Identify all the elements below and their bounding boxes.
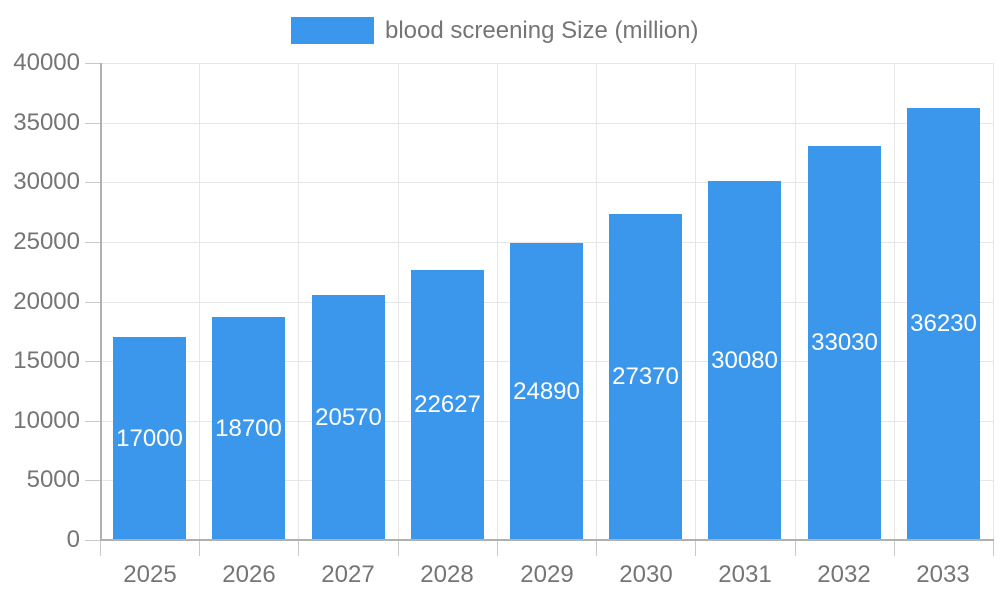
y-axis-label: 10000 (13, 407, 80, 434)
y-axis-label: 35000 (13, 109, 80, 136)
x-axis-label: 2032 (817, 561, 871, 588)
x-axis-label: 2033 (916, 561, 970, 588)
y-axis-label: 30000 (13, 168, 80, 195)
gridline-vertical (993, 63, 994, 540)
y-axis-tick (85, 63, 100, 64)
y-axis-tick (85, 540, 100, 541)
y-axis-line (100, 63, 102, 541)
x-axis-tick (398, 540, 399, 556)
bar-value-label: 18700 (215, 414, 282, 442)
y-axis-label: 15000 (13, 347, 80, 374)
bar: 20570 (312, 295, 385, 540)
y-axis-tick (85, 182, 100, 183)
bar-value-label: 27370 (612, 363, 679, 390)
x-axis-tick (199, 540, 200, 556)
legend-label: blood screening Size (million) (385, 16, 699, 44)
x-axis-tick (695, 540, 696, 556)
gridline-vertical (298, 63, 299, 540)
gridline-vertical (199, 63, 200, 540)
x-axis-tick (894, 540, 895, 556)
gridline-vertical (894, 63, 895, 540)
x-axis-tick (100, 540, 101, 556)
gridline-vertical (596, 63, 597, 540)
y-axis-label: 0 (66, 526, 80, 553)
bar: 17000 (113, 337, 186, 540)
gridline-horizontal (100, 123, 993, 124)
legend-swatch (291, 17, 374, 44)
x-axis-tick (497, 540, 498, 556)
gridline-horizontal (100, 182, 993, 183)
y-axis-label: 40000 (13, 49, 80, 76)
y-axis-tick (85, 302, 100, 303)
y-axis-label: 20000 (13, 288, 80, 315)
y-axis-tick (85, 123, 100, 124)
x-axis-label: 2027 (321, 561, 375, 588)
y-axis-tick (85, 480, 100, 481)
bar-value-label: 24890 (513, 377, 580, 405)
x-axis-label: 2029 (520, 561, 574, 588)
x-axis-label: 2030 (619, 561, 673, 588)
x-axis-label: 2028 (420, 561, 474, 588)
y-axis-tick (85, 361, 100, 362)
bar-value-label: 36230 (910, 310, 977, 337)
gridline-vertical (695, 63, 696, 540)
bar-value-label: 17000 (116, 424, 183, 452)
y-axis-label: 5000 (26, 466, 80, 493)
y-axis-label: 25000 (13, 228, 80, 255)
x-axis-tick (795, 540, 796, 556)
x-axis-tick (993, 540, 994, 556)
x-axis-tick (298, 540, 299, 556)
bar: 36230 (907, 108, 980, 540)
legend: blood screening Size (million) (291, 17, 698, 44)
y-axis-tick (85, 242, 100, 243)
y-axis-tick (85, 421, 100, 422)
gridline-vertical (795, 63, 796, 540)
bar: 33030 (808, 146, 881, 540)
bar-value-label: 20570 (315, 403, 382, 431)
x-axis-line (100, 539, 994, 541)
x-axis-label: 2031 (718, 561, 772, 588)
x-axis-label: 2026 (222, 561, 276, 588)
gridline-horizontal (100, 242, 993, 243)
bar-value-label: 30080 (711, 346, 778, 374)
bar: 18700 (212, 317, 285, 540)
gridline-horizontal (100, 63, 993, 64)
bar-value-label: 33030 (811, 329, 878, 356)
gridline-vertical (497, 63, 498, 540)
bar: 30080 (708, 181, 781, 540)
x-axis-tick (596, 540, 597, 556)
bar: 22627 (411, 270, 484, 540)
gridline-vertical (398, 63, 399, 540)
bar: 27370 (609, 214, 682, 540)
bar-value-label: 22627 (414, 391, 481, 418)
x-axis-label: 2025 (123, 561, 177, 588)
bar: 24890 (510, 243, 583, 540)
